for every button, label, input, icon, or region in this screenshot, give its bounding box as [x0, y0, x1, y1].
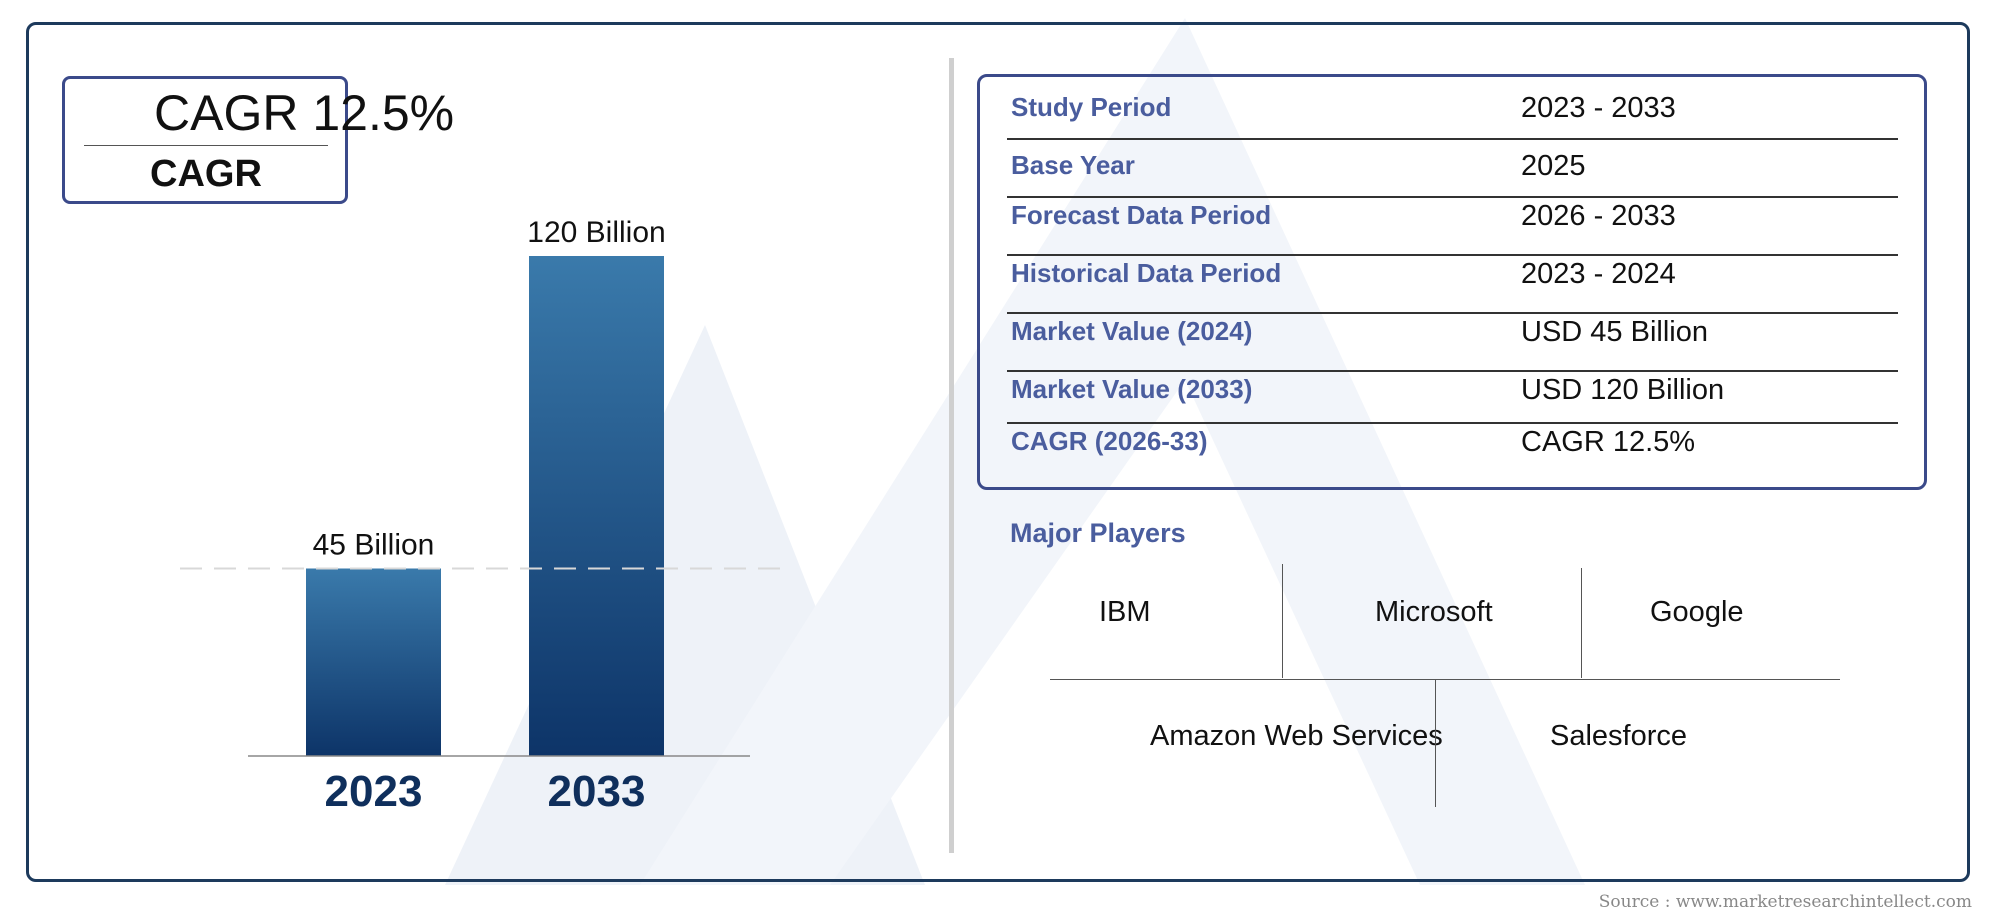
player-amazon-web-services: Amazon Web Services [1150, 720, 1443, 752]
info-row-label: CAGR (2026-33) [1011, 426, 1208, 456]
info-row-value: CAGR 12.5% [1521, 426, 1696, 458]
cagr-badge [62, 76, 348, 204]
info-row: Forecast Data Period 2026 - 2033 [1007, 198, 1898, 256]
player-ibm: IBM [1099, 596, 1151, 628]
player-salesforce: Salesforce [1550, 720, 1688, 752]
info-row-value: USD 120 Billion [1521, 374, 1725, 406]
info-row: Base Year 2025 [1007, 148, 1898, 198]
info-row-label: Study Period [1011, 92, 1172, 122]
info-row: Historical Data Period 2023 - 2024 [1007, 256, 1898, 314]
bar-value-label: 120 Billion [527, 216, 665, 249]
info-row-label: Market Value (2024) [1011, 316, 1253, 346]
cagr-badge-rule [84, 145, 328, 146]
cagr-badge-label: CAGR [150, 153, 262, 195]
bar-2023 [306, 568, 441, 756]
info-row-value: 2023 - 2024 [1521, 258, 1676, 290]
x-tick-label: 2033 [548, 767, 646, 816]
info-row-label: Historical Data Period [1011, 258, 1282, 288]
player-google: Google [1650, 596, 1744, 628]
source-citation: Source : www.marketresearchintellect.com [1598, 892, 1972, 912]
section-divider [949, 58, 954, 853]
info-row-label: Base Year [1011, 150, 1135, 180]
player-microsoft: Microsoft [1375, 596, 1493, 628]
infographic-frame [26, 22, 1970, 882]
players-divider [1050, 679, 1840, 680]
info-row: Market Value (2024) USD 45 Billion [1007, 314, 1898, 372]
info-row-value: 2023 - 2033 [1521, 92, 1676, 124]
info-row-value: USD 45 Billion [1521, 316, 1708, 348]
info-row: Study Period 2023 - 2033 [1007, 90, 1898, 140]
players-divider [1282, 564, 1283, 678]
info-row-label: Forecast Data Period [1011, 200, 1272, 230]
players-divider [1581, 568, 1582, 678]
market-bar-chart: 45 Billion 2023 120 Billion 2033 [180, 216, 790, 816]
info-row-label: Market Value (2033) [1011, 374, 1253, 404]
cagr-badge-value: CAGR 12.5% [154, 85, 455, 141]
info-row-value: 2025 [1521, 150, 1586, 182]
players-divider [1435, 679, 1436, 807]
bar-value-label: 45 Billion [313, 529, 435, 562]
bar-2033 [529, 256, 664, 756]
info-row: CAGR (2026-33) CAGR 12.5% [1007, 424, 1898, 476]
x-tick-label: 2023 [325, 767, 423, 816]
major-players-title: Major Players [1010, 518, 1186, 548]
info-row-value: 2026 - 2033 [1521, 200, 1676, 232]
info-row: Market Value (2033) USD 120 Billion [1007, 372, 1898, 424]
market-info-table [977, 74, 1927, 490]
